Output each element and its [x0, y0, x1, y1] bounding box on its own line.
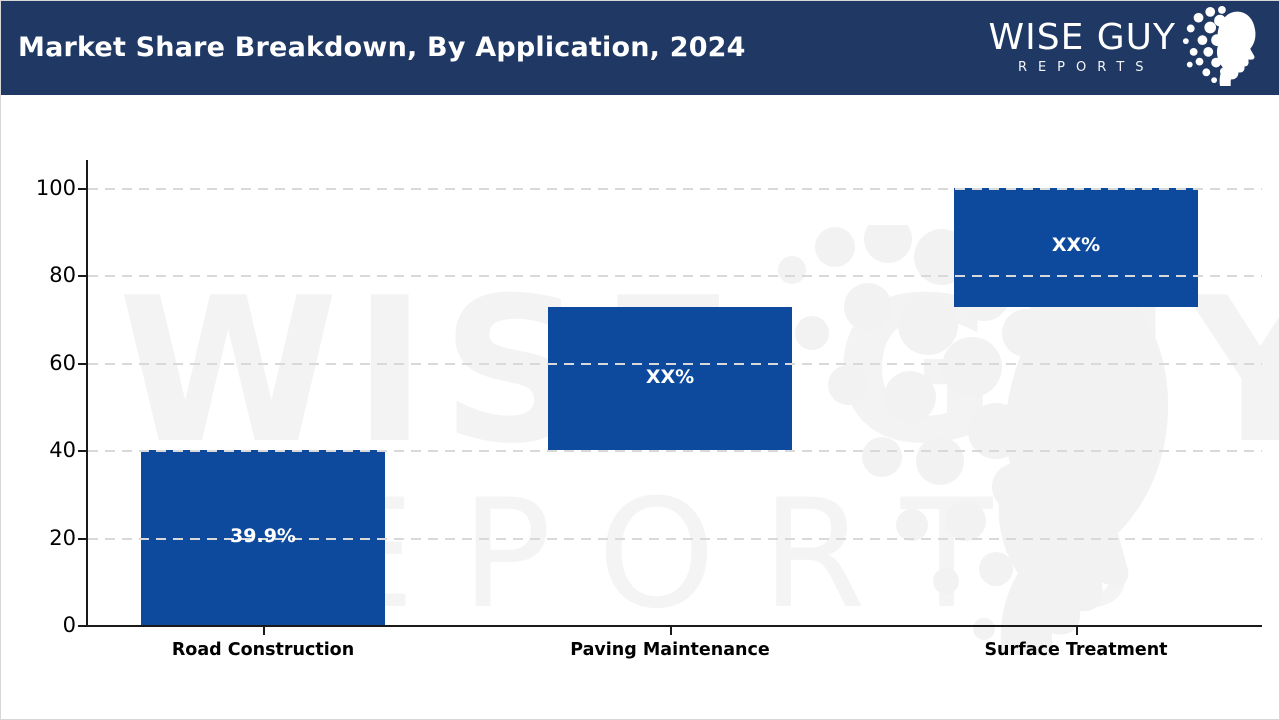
- x-category-label: Paving Maintenance: [570, 640, 770, 660]
- y-tick-mark: [78, 450, 86, 452]
- logo-face-icon: [1180, 5, 1258, 90]
- y-tick-mark: [78, 275, 86, 277]
- y-tick-mark: [78, 187, 86, 190]
- logo-wordmark-line2: REPORTS: [1017, 60, 1155, 75]
- y-tick-mark: [78, 537, 86, 540]
- gridline: [88, 362, 1262, 365]
- header: Market Share Breakdown, By Application, …: [0, 0, 1280, 95]
- x-tick-mark: [1076, 627, 1078, 635]
- x-axis-line: [86, 625, 1262, 627]
- bar-value-label: XX%: [1051, 234, 1101, 257]
- y-tick-label: 0: [62, 613, 76, 637]
- x-tick-mark: [670, 627, 672, 635]
- y-tick-label: 80: [49, 263, 76, 287]
- bar: [954, 187, 1198, 307]
- gridline: [88, 537, 1262, 540]
- gridline: [88, 275, 1262, 277]
- gridline: [88, 187, 1262, 190]
- x-tick-mark: [263, 627, 265, 635]
- y-tick-mark: [78, 625, 86, 627]
- gridline: [88, 450, 1262, 452]
- x-category-label: Surface Treatment: [984, 640, 1168, 660]
- bar: [548, 306, 792, 451]
- y-tick-label: 40: [49, 438, 76, 462]
- bar-value-label: XX%: [645, 365, 695, 388]
- logo-wordmark: WISE GUY REPORTS: [988, 17, 1177, 76]
- x-category-label: Road Construction: [171, 640, 355, 660]
- y-tick-mark: [78, 362, 86, 365]
- logo: WISE GUY REPORTS: [988, 5, 1259, 90]
- bar-value-label: 39.9%: [230, 524, 296, 547]
- y-axis-line: [86, 160, 88, 627]
- y-tick-label: 20: [49, 525, 76, 550]
- logo-wordmark-line1: WISE GUY: [988, 17, 1176, 58]
- y-tick-label: 60: [49, 350, 76, 375]
- y-tick-label: 100: [35, 175, 76, 200]
- page-title: Market Share Breakdown, By Application, …: [18, 32, 746, 63]
